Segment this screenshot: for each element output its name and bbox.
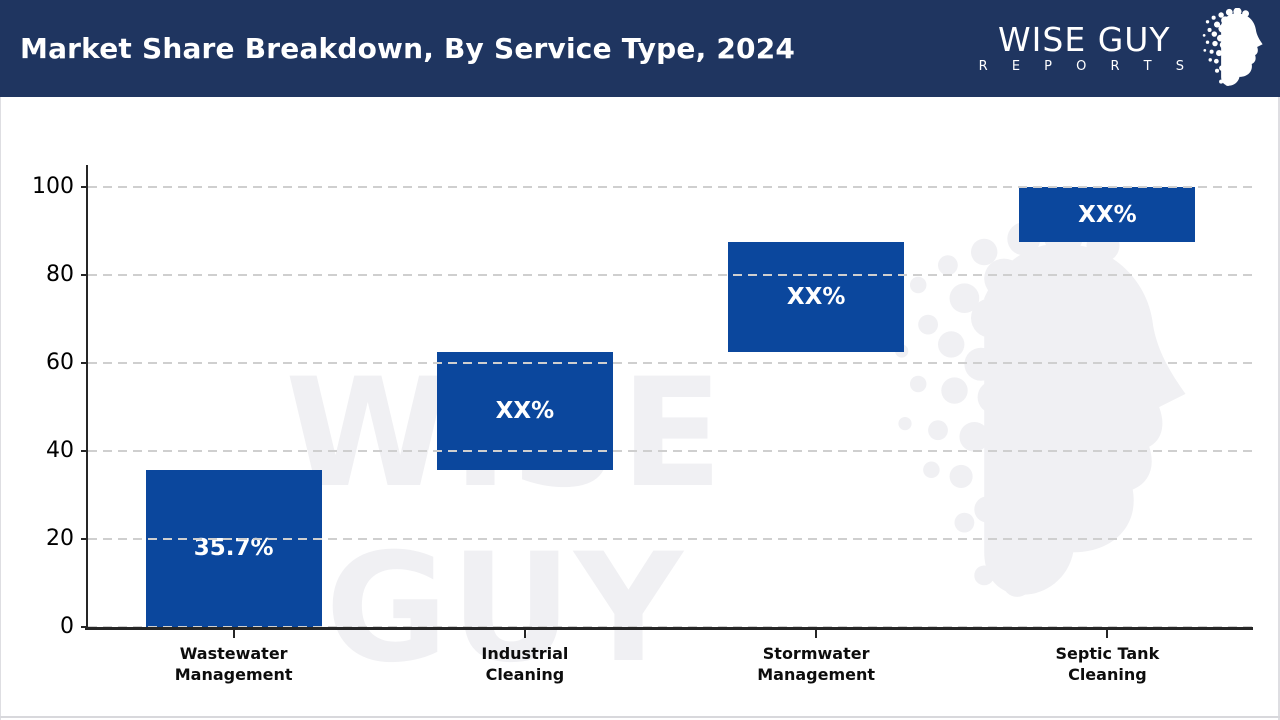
- brand-logo-text: WISE GUY R E P O R T S: [975, 22, 1194, 75]
- x-axis-tick: [523, 630, 526, 638]
- y-axis-tick: [81, 186, 88, 188]
- bar-segment: 35.7%: [145, 469, 322, 627]
- category-label: Septic Tank Cleaning: [997, 643, 1217, 685]
- y-axis-tick: [81, 626, 88, 628]
- y-axis-tick: [81, 538, 88, 540]
- category-label-line: Industrial: [481, 644, 569, 663]
- chart-title: Market Share Breakdown, By Service Type,…: [20, 32, 796, 65]
- category-label-line: Septic Tank: [1055, 644, 1160, 663]
- y-axis-line: [86, 165, 88, 627]
- x-axis-line: [85, 627, 1253, 630]
- y-axis-tick: [81, 274, 88, 276]
- logo-wordmark: WISE GUY: [998, 20, 1171, 59]
- category-label: Industrial Cleaning: [415, 643, 635, 685]
- y-axis-tick-label: 80: [46, 262, 74, 287]
- watermark-subtext: R E P O R T S: [125, 711, 885, 720]
- category-label: Wastewater Management: [124, 643, 344, 685]
- brand-logo: WISE GUY R E P O R T S: [975, 7, 1266, 90]
- gridline: [88, 450, 1256, 452]
- gridline: [88, 274, 1256, 276]
- category-label-line: Wastewater: [179, 644, 288, 663]
- y-axis-tick-label: 20: [46, 526, 74, 551]
- logo-head-icon: [1202, 7, 1263, 86]
- x-axis-tick: [815, 630, 818, 638]
- bar-segment: XX%: [436, 352, 613, 470]
- logo-subtext: R E P O R T S: [978, 59, 1194, 74]
- bar-value-label: XX%: [1078, 201, 1137, 228]
- bar-segment: XX%: [728, 242, 905, 352]
- gridline: [88, 186, 1256, 188]
- category-label-line: Management: [757, 665, 876, 684]
- category-label-line: Cleaning: [485, 665, 565, 684]
- gridline: [88, 362, 1256, 364]
- category-label-line: Stormwater: [762, 644, 870, 663]
- gridline: [88, 538, 1256, 540]
- category-label-line: Cleaning: [1068, 665, 1147, 684]
- y-axis-tick-label: 100: [32, 174, 74, 199]
- bar-value-label: XX%: [786, 284, 846, 310]
- y-axis-tick-label: 60: [46, 350, 74, 375]
- y-axis-tick: [81, 362, 88, 364]
- category-label: Stormwater Management: [706, 643, 926, 685]
- plot-area: 0 20 40 60 80 100 35.7% Wastewater Management XX%…: [0, 97, 1280, 720]
- y-axis-tick-label: 0: [60, 614, 74, 639]
- page-border-bottom: [0, 716, 1280, 718]
- chart-area: WISE GUY R E P O R T S 02040608010035.7%…: [0, 97, 1280, 720]
- x-axis-tick: [1106, 630, 1109, 638]
- page-border-right: [1278, 97, 1280, 720]
- y-axis-tick: [81, 450, 88, 452]
- bar-segment: XX%: [1019, 187, 1196, 242]
- page-border-left: [0, 97, 1, 720]
- x-axis-tick: [232, 630, 235, 638]
- category-label-line: Management: [174, 665, 293, 684]
- bar-value-label: XX%: [495, 397, 555, 424]
- y-axis-tick-label: 40: [46, 438, 74, 463]
- header: Market Share Breakdown, By Service Type,…: [0, 0, 1280, 97]
